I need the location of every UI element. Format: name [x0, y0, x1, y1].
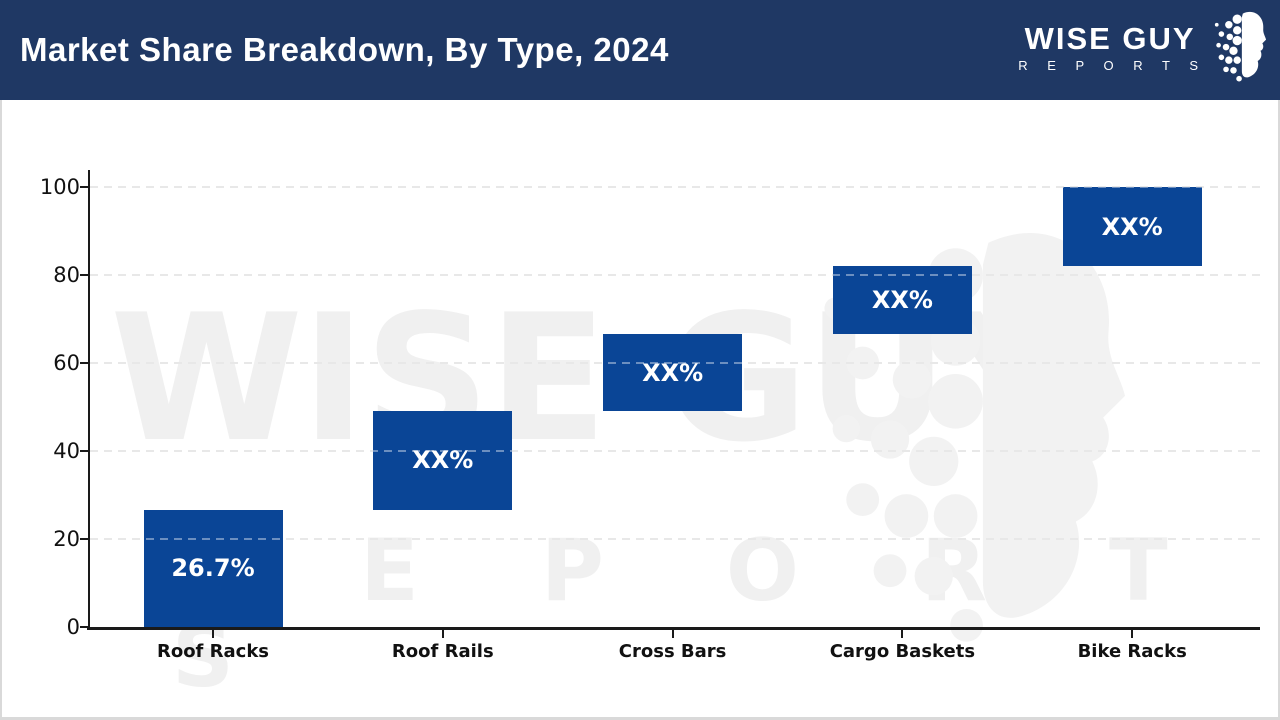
plot-area: 0 20 40 60 80 100 26.7% Roof Racks XX% Roof Rails… — [2, 100, 1280, 717]
gridline-overlay — [90, 362, 1260, 364]
gridline — [90, 450, 1260, 452]
y-tick-label: 0 — [66, 615, 80, 639]
bar-value-label: XX% — [412, 446, 474, 475]
header-band: Market Share Breakdown, By Type, 2024 WI… — [0, 0, 1280, 100]
y-tick-mark — [80, 538, 89, 540]
logo-line1: WISE GUY — [1024, 21, 1196, 56]
x-category-label-bike-racks: Bike Racks — [1077, 641, 1187, 662]
y-tick-mark — [80, 362, 89, 364]
y-tick-mark — [80, 450, 89, 452]
bar-value-label: XX% — [871, 286, 933, 315]
wise-guy-logo: WISE GUY R E P O R T S — [1014, 8, 1268, 88]
bar-value-label: 26.7% — [171, 554, 255, 583]
x-tick-mark — [441, 629, 444, 638]
bar-roof-rails: XX% — [373, 411, 513, 510]
y-tick-label: 100 — [39, 175, 80, 199]
y-tick-label: 20 — [53, 527, 80, 551]
chart-canvas: WISE GUY R E P O R T S 0 20 40 60 80 100 26.7%… — [0, 100, 1280, 720]
y-tick-mark — [80, 186, 89, 188]
bar-value-label: XX% — [1101, 212, 1163, 241]
x-tick-mark — [212, 629, 214, 638]
y-tick-label: 80 — [53, 263, 80, 287]
logo-wordmark: WISE GUY R E P O R T S — [1014, 23, 1206, 73]
x-category-label-roof-racks: Roof Racks — [156, 641, 270, 662]
bar-bike-racks: XX% — [1062, 187, 1202, 267]
bar-cargo-baskets: XX% — [832, 266, 972, 335]
chart-title: Market Share Breakdown, By Type, 2024 — [20, 31, 669, 68]
logo-head-icon — [1214, 11, 1267, 82]
x-category-label-roof-rails: Roof Rails — [391, 641, 494, 662]
bar-value-label: XX% — [642, 358, 704, 387]
y-axis-line — [88, 170, 90, 629]
gridline-overlay — [90, 274, 1260, 276]
gridline — [90, 186, 1260, 188]
gridline — [90, 538, 1260, 540]
bar-cross-bars: XX% — [603, 334, 743, 412]
gridline-overlay — [90, 538, 1260, 540]
gridline-overlay — [90, 450, 1260, 452]
logo-line2: R E P O R T S — [1018, 58, 1206, 73]
x-tick-mark — [671, 629, 674, 638]
x-axis-line — [87, 627, 1260, 630]
x-category-label-cargo-baskets: Cargo Baskets — [829, 641, 976, 662]
x-tick-mark — [1131, 629, 1134, 638]
y-tick-label: 60 — [53, 351, 80, 375]
y-tick-label: 40 — [53, 439, 80, 463]
bar-roof-racks: 26.7% — [143, 509, 283, 627]
x-tick-mark — [901, 629, 904, 638]
y-tick-mark — [80, 274, 89, 276]
y-tick-mark — [80, 626, 89, 628]
gridline-overlay — [90, 186, 1260, 188]
x-category-label-cross-bars: Cross Bars — [618, 641, 727, 662]
gridline — [90, 274, 1260, 276]
